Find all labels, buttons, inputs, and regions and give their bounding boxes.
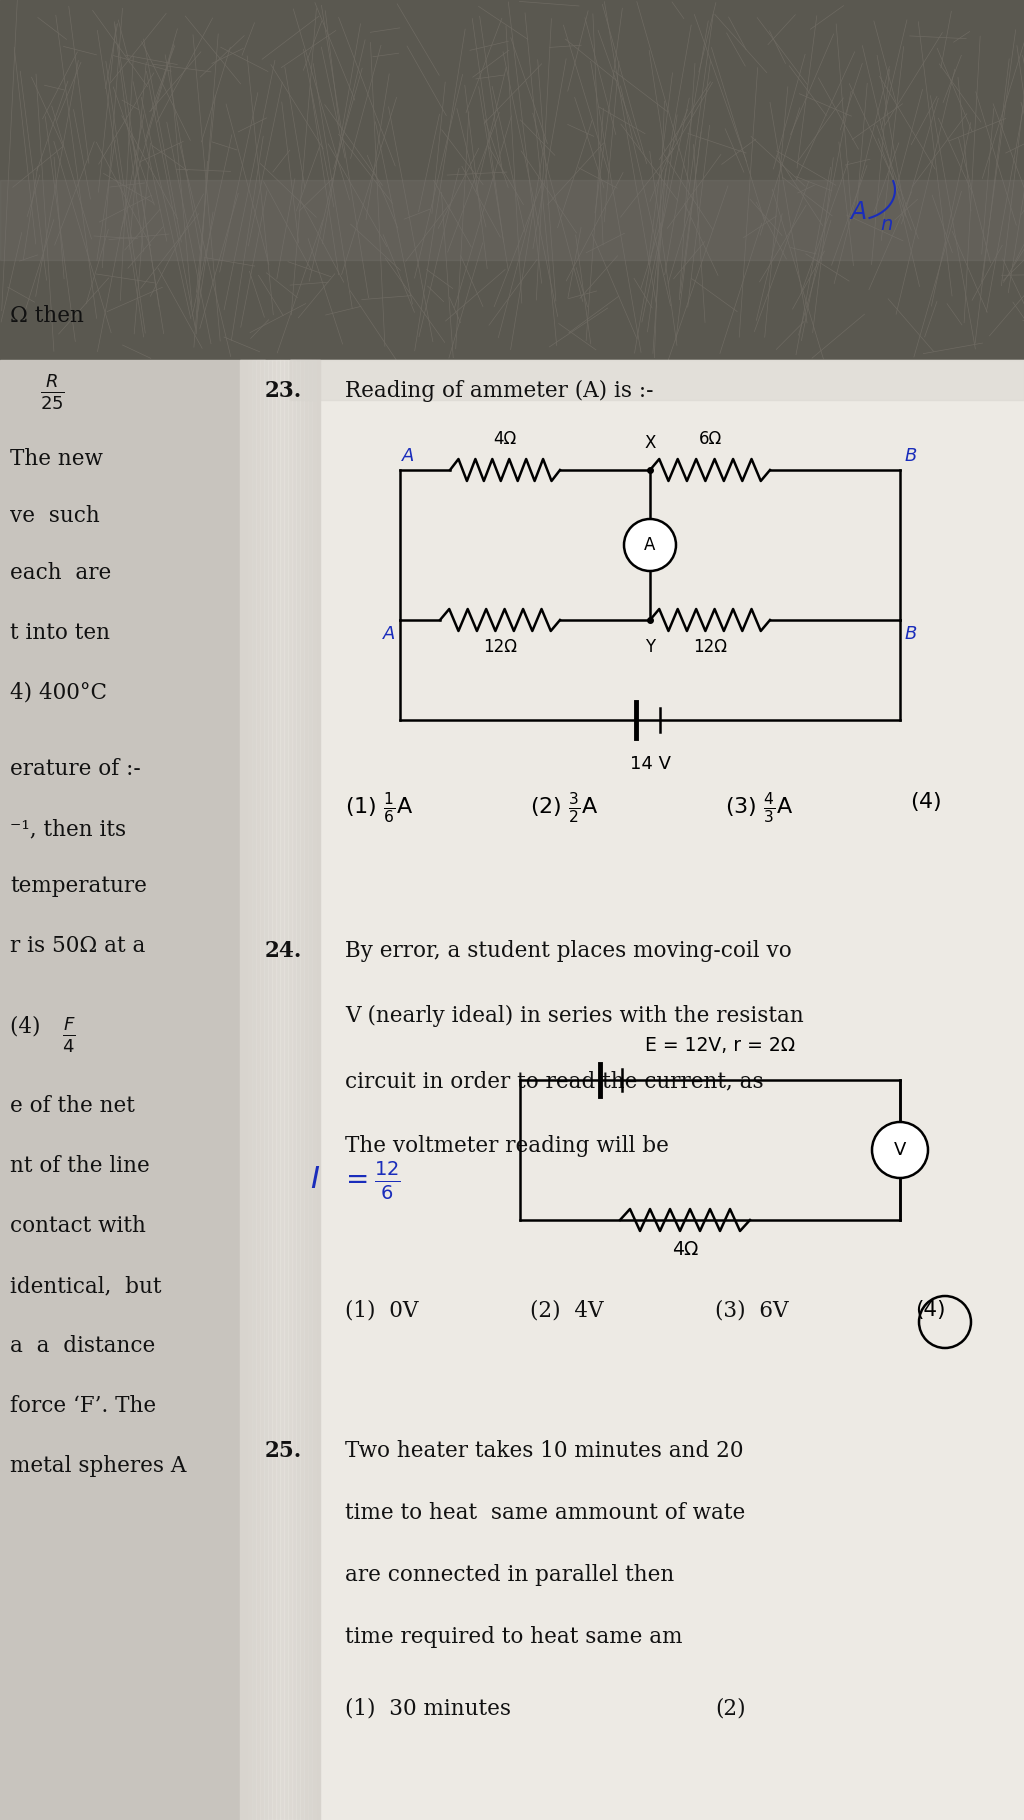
Text: A: A <box>644 537 655 553</box>
Text: $(1)\ \frac{1}{6}$A: $(1)\ \frac{1}{6}$A <box>345 790 414 824</box>
Bar <box>300 360 304 1820</box>
Bar <box>284 360 288 1820</box>
Text: (3)  6V: (3) 6V <box>715 1299 788 1321</box>
Text: $\mathit{= \frac{12}{6}}$: $\mathit{= \frac{12}{6}}$ <box>340 1159 400 1201</box>
Text: By error, a student places moving-coil vo: By error, a student places moving-coil v… <box>345 939 792 963</box>
Text: 4Ω: 4Ω <box>494 430 517 448</box>
Text: $(2)\ \frac{3}{2}$A: $(2)\ \frac{3}{2}$A <box>530 790 598 824</box>
Text: ve  such: ve such <box>10 504 99 528</box>
Bar <box>290 360 1024 400</box>
Text: 24.: 24. <box>265 939 302 963</box>
Bar <box>244 360 248 1820</box>
Circle shape <box>624 519 676 571</box>
Text: circuit in order to read the current, as: circuit in order to read the current, as <box>345 1070 764 1092</box>
Text: (2)  4V: (2) 4V <box>530 1299 603 1321</box>
Text: 12Ω: 12Ω <box>483 639 517 655</box>
Text: (4): (4) <box>915 1299 945 1320</box>
Text: 25.: 25. <box>265 1440 302 1461</box>
Text: V: V <box>894 1141 906 1159</box>
Bar <box>256 360 260 1820</box>
Bar <box>280 360 284 1820</box>
Text: Ω then: Ω then <box>10 306 84 328</box>
Text: The voltmeter reading will be: The voltmeter reading will be <box>345 1136 669 1158</box>
Text: A: A <box>850 200 866 224</box>
Text: (2): (2) <box>715 1698 745 1720</box>
Text: (1)  30 minutes: (1) 30 minutes <box>345 1698 511 1720</box>
Text: e of the net: e of the net <box>10 1096 135 1117</box>
Bar <box>292 360 296 1820</box>
Text: Reading of ammeter (A) is :-: Reading of ammeter (A) is :- <box>345 380 653 402</box>
Text: E = 12V, r = 2Ω: E = 12V, r = 2Ω <box>645 1036 795 1056</box>
Bar <box>316 360 319 1820</box>
Bar <box>312 360 316 1820</box>
Bar <box>240 360 319 1820</box>
Text: (1)  0V: (1) 0V <box>345 1299 419 1321</box>
Text: $(3)\ \frac{4}{3}$A: $(3)\ \frac{4}{3}$A <box>725 790 794 824</box>
Text: contact with: contact with <box>10 1216 145 1238</box>
Bar <box>308 360 312 1820</box>
Text: Two heater takes 10 minutes and 20: Two heater takes 10 minutes and 20 <box>345 1440 743 1461</box>
Bar <box>288 360 292 1820</box>
Text: $\frac{R}{25}$: $\frac{R}{25}$ <box>40 371 65 411</box>
Bar <box>290 360 1024 1820</box>
Text: 4) 400°C: 4) 400°C <box>10 682 106 704</box>
Bar <box>252 360 256 1820</box>
Text: 12Ω: 12Ω <box>693 639 727 655</box>
Text: V (nearly ideal) in series with the resistan: V (nearly ideal) in series with the resi… <box>345 1005 804 1026</box>
Text: The new: The new <box>10 448 102 470</box>
Text: A: A <box>383 624 395 642</box>
Text: time required to heat same am: time required to heat same am <box>345 1625 683 1647</box>
Text: n: n <box>880 215 892 235</box>
Text: $\frac{F}{4}$: $\frac{F}{4}$ <box>62 1016 76 1056</box>
Bar <box>260 360 264 1820</box>
Text: B: B <box>905 448 918 464</box>
Text: r is 50Ω at a: r is 50Ω at a <box>10 935 145 957</box>
Text: 23.: 23. <box>265 380 302 402</box>
Text: erature of :-: erature of :- <box>10 757 140 781</box>
Text: 4Ω: 4Ω <box>672 1239 698 1259</box>
Text: metal spheres A: metal spheres A <box>10 1454 186 1478</box>
Bar <box>276 360 280 1820</box>
Text: ⁻¹, then its: ⁻¹, then its <box>10 817 126 841</box>
Text: $(4)$: $(4)$ <box>910 790 942 814</box>
Bar <box>0 360 265 1820</box>
Text: a  a  distance: a a distance <box>10 1336 156 1358</box>
Text: t into ten: t into ten <box>10 622 110 644</box>
Bar <box>304 360 308 1820</box>
Text: B: B <box>905 624 918 642</box>
Text: (4): (4) <box>10 1016 47 1037</box>
Text: temperature: temperature <box>10 875 146 897</box>
Bar <box>296 360 300 1820</box>
Bar <box>240 360 244 1820</box>
Bar <box>272 360 276 1820</box>
Text: time to heat  same ammount of wate: time to heat same ammount of wate <box>345 1502 745 1523</box>
Bar <box>248 360 252 1820</box>
Text: each  are: each are <box>10 562 112 584</box>
Text: X: X <box>644 433 655 451</box>
Text: force ‘F’. The: force ‘F’. The <box>10 1394 156 1418</box>
Bar <box>268 360 272 1820</box>
Circle shape <box>872 1121 928 1178</box>
Bar <box>264 360 268 1820</box>
Bar <box>0 180 1024 260</box>
Text: nt of the line: nt of the line <box>10 1156 150 1178</box>
Text: are connected in parallel then: are connected in parallel then <box>345 1563 674 1585</box>
Bar <box>0 0 1024 360</box>
Text: Y: Y <box>645 639 655 655</box>
Text: A: A <box>402 448 415 464</box>
Text: identical,  but: identical, but <box>10 1276 162 1298</box>
Text: 6Ω: 6Ω <box>698 430 722 448</box>
Text: 14 V: 14 V <box>630 755 671 774</box>
Text: $\mathit{I}$: $\mathit{I}$ <box>310 1165 321 1194</box>
